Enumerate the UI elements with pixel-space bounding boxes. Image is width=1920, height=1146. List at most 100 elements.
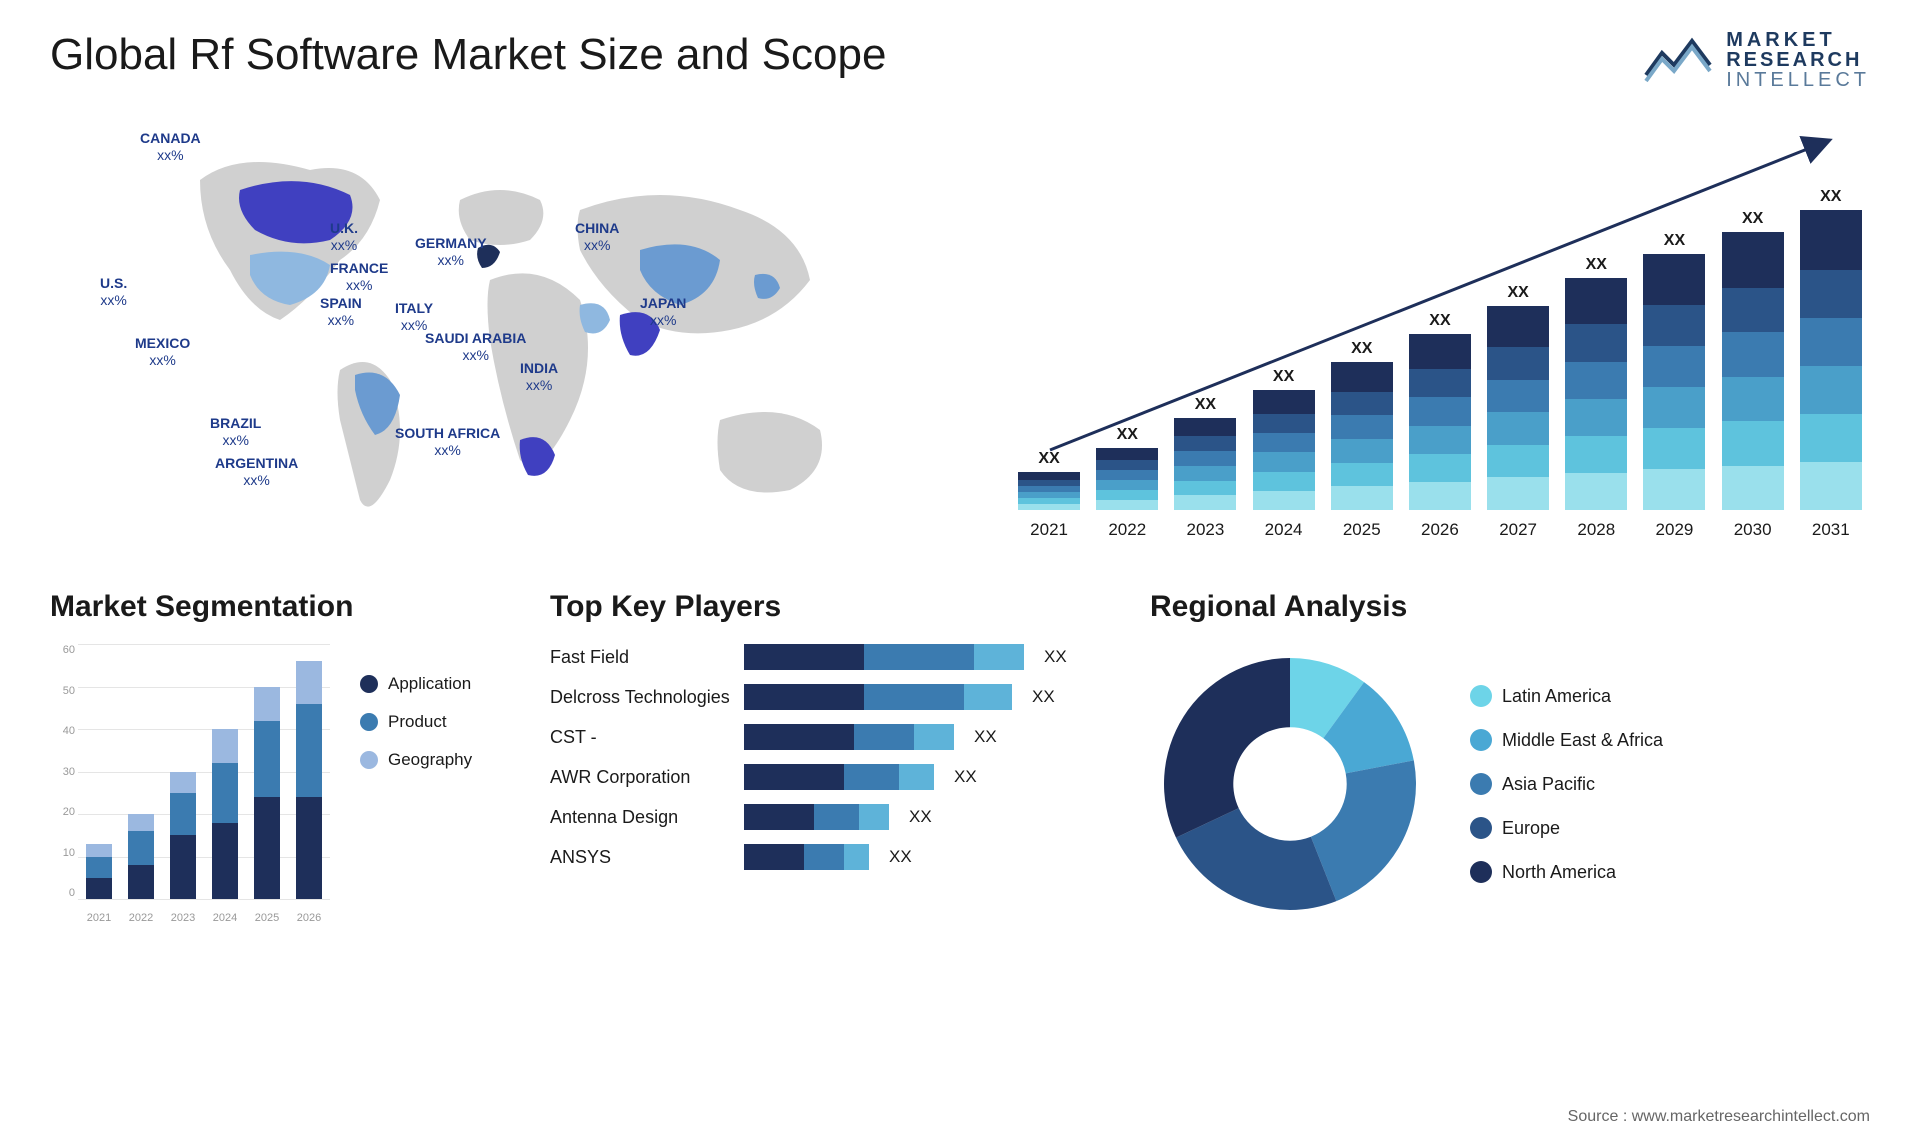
forecast-bar: XX (1641, 232, 1707, 510)
player-name: Fast Field (550, 647, 730, 668)
map-label: CANADAxx% (140, 130, 201, 164)
seg-xlabel: 2025 (255, 912, 279, 924)
logo-text-2: RESEARCH (1726, 50, 1870, 70)
seg-xlabel: 2024 (213, 912, 237, 924)
segmentation-chart: 6050403020100 202120222023202420252026 (50, 644, 330, 924)
donut-slice (1164, 658, 1290, 838)
seg-bar (128, 814, 154, 899)
map-label: SAUDI ARABIAxx% (425, 330, 526, 364)
key-players-title: Top Key Players (550, 590, 1110, 624)
player-row: AWR Corporation XX (550, 764, 1110, 790)
forecast-bar: XX (1407, 312, 1473, 510)
forecast-xlabel: 2021 (1016, 520, 1082, 540)
forecast-bar: XX (1172, 396, 1238, 510)
seg-bar (296, 661, 322, 899)
forecast-bar-value: XX (1742, 210, 1763, 228)
seg-bar (86, 844, 112, 899)
logo-text-3: INTELLECT (1726, 70, 1870, 90)
forecast-bar-value: XX (1117, 426, 1138, 444)
player-value: XX (954, 767, 977, 787)
map-label: CHINAxx% (575, 220, 619, 254)
map-label: SPAINxx% (320, 295, 362, 329)
seg-legend-item: Application (360, 674, 472, 694)
regional-donut-chart (1150, 644, 1430, 924)
seg-xlabel: 2022 (129, 912, 153, 924)
regional-legend-item: North America (1470, 861, 1663, 883)
map-label: JAPANxx% (640, 295, 686, 329)
seg-ytick: 10 (50, 847, 75, 859)
forecast-xlabel: 2022 (1094, 520, 1160, 540)
player-name: CST - (550, 727, 730, 748)
map-label: GERMANYxx% (415, 235, 487, 269)
forecast-xlabel: 2028 (1563, 520, 1629, 540)
forecast-bar-value: XX (1351, 340, 1372, 358)
forecast-xlabel: 2027 (1485, 520, 1551, 540)
regional-title: Regional Analysis (1150, 590, 1870, 624)
forecast-xlabel: 2024 (1251, 520, 1317, 540)
regional-legend-item: Latin America (1470, 685, 1663, 707)
map-label: MEXICOxx% (135, 335, 190, 369)
player-value: XX (1044, 647, 1067, 667)
forecast-xlabel: 2025 (1329, 520, 1395, 540)
world-map: CANADAxx%U.S.xx%MEXICOxx%BRAZILxx%ARGENT… (50, 120, 970, 540)
segmentation-section: Market Segmentation 6050403020100 202120… (50, 590, 510, 924)
player-row: Antenna Design XX (550, 804, 1110, 830)
seg-legend-item: Geography (360, 750, 472, 770)
map-label: FRANCExx% (330, 260, 388, 294)
seg-ytick: 0 (50, 887, 75, 899)
regional-legend: Latin America Middle East & Africa Asia Pa… (1470, 685, 1663, 883)
seg-bar (254, 687, 280, 900)
forecast-bar: XX (1094, 426, 1160, 510)
seg-legend-item: Product (360, 712, 472, 732)
forecast-bar-value: XX (1586, 256, 1607, 274)
map-label: INDIAxx% (520, 360, 558, 394)
forecast-bar: XX (1720, 210, 1786, 510)
player-value: XX (1032, 687, 1055, 707)
forecast-bar-value: XX (1429, 312, 1450, 330)
forecast-bar: XX (1485, 284, 1551, 510)
seg-ytick: 40 (50, 725, 75, 737)
player-name: AWR Corporation (550, 767, 730, 788)
forecast-chart: XX XX XX XX XX XX XX XX XX XX XX 2021 2022 2023 2024 2… (1010, 120, 1870, 540)
forecast-bar-value: XX (1195, 396, 1216, 414)
forecast-bar-value: XX (1507, 284, 1528, 302)
logo-text-1: MARKET (1726, 30, 1870, 50)
player-row: ANSYS XX (550, 844, 1110, 870)
seg-bar (212, 729, 238, 899)
forecast-bar-value: XX (1664, 232, 1685, 250)
map-label: U.K.xx% (330, 220, 358, 254)
regional-section: Regional Analysis Latin America Middle Ea… (1150, 590, 1870, 924)
key-players-section: Top Key Players Fast Field XX Delcross Tec… (550, 590, 1110, 924)
forecast-xlabel: 2030 (1720, 520, 1786, 540)
player-name: ANSYS (550, 847, 730, 868)
seg-ytick: 30 (50, 766, 75, 778)
logo-mark-icon (1644, 33, 1714, 88)
brand-logo: MARKET RESEARCH INTELLECT (1644, 30, 1870, 90)
forecast-bar-value: XX (1273, 368, 1294, 386)
key-players-chart: Fast Field XX Delcross Technologies XX CST -… (550, 644, 1110, 870)
source-attribution: Source : www.marketresearchintellect.com (1568, 1108, 1870, 1126)
forecast-bar: XX (1251, 368, 1317, 510)
player-value: XX (909, 807, 932, 827)
forecast-xlabel: 2023 (1172, 520, 1238, 540)
forecast-xlabel: 2026 (1407, 520, 1473, 540)
map-label: ARGENTINAxx% (215, 455, 298, 489)
forecast-bar-value: XX (1038, 450, 1059, 468)
map-label: ITALYxx% (395, 300, 433, 334)
seg-bar (170, 772, 196, 900)
forecast-bar: XX (1563, 256, 1629, 510)
player-name: Delcross Technologies (550, 687, 730, 708)
page-title: Global Rf Software Market Size and Scope (50, 30, 886, 80)
regional-legend-item: Middle East & Africa (1470, 729, 1663, 751)
map-label: SOUTH AFRICAxx% (395, 425, 500, 459)
player-name: Antenna Design (550, 807, 730, 828)
map-label: U.S.xx% (100, 275, 127, 309)
forecast-bar-value: XX (1820, 188, 1841, 206)
regional-legend-item: Asia Pacific (1470, 773, 1663, 795)
segmentation-legend: Application Product Geography (360, 644, 472, 924)
seg-xlabel: 2023 (171, 912, 195, 924)
seg-ytick: 60 (50, 644, 75, 656)
forecast-bar: XX (1329, 340, 1395, 510)
seg-xlabel: 2026 (297, 912, 321, 924)
player-value: XX (889, 847, 912, 867)
